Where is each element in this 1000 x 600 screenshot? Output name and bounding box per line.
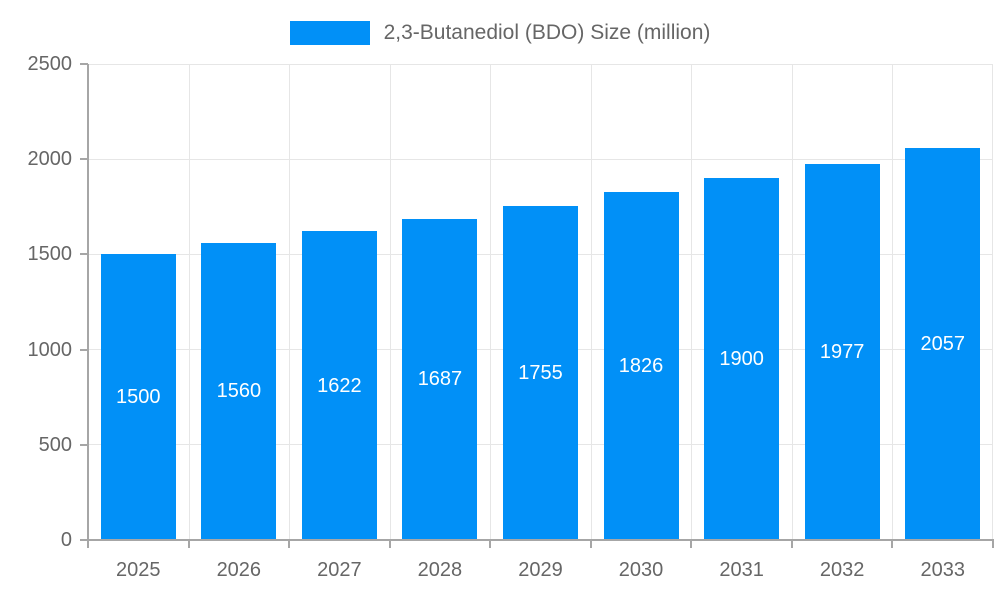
bar-value-label: 1977: [819, 340, 865, 363]
y-tick-label: 1500: [27, 243, 73, 266]
x-axis-tick: [891, 540, 893, 548]
y-tick-label: 2000: [27, 148, 73, 171]
bar[interactable]: 1977: [804, 163, 880, 540]
bar-value-label: 1900: [719, 348, 764, 371]
bar[interactable]: 1622: [301, 231, 377, 540]
y-tick-label: 2500: [27, 53, 73, 75]
x-axis-tick: [489, 540, 491, 548]
bar[interactable]: 1687: [402, 218, 478, 540]
x-tick-label: 2030: [618, 559, 664, 581]
legend[interactable]: 2,3-Butanediol (BDO) Size (million): [0, 20, 1000, 46]
y-axis-tick: [80, 348, 88, 351]
gridline-vertical: [992, 64, 993, 540]
bar[interactable]: 2057: [905, 148, 981, 540]
bar[interactable]: 1826: [603, 192, 679, 540]
y-axis-tick: [80, 63, 88, 65]
bar-value-label: 2057: [920, 333, 965, 356]
gridline-vertical: [792, 64, 793, 540]
gridline-vertical: [490, 64, 491, 540]
gridline-vertical: [892, 64, 893, 540]
bar-value-label: 1622: [317, 374, 362, 397]
y-tick-label: 1000: [27, 338, 73, 361]
bar[interactable]: 1900: [704, 178, 780, 540]
x-axis-tick: [791, 540, 793, 548]
x-tick-label: 2029: [518, 559, 563, 581]
gridline-vertical: [390, 64, 391, 540]
x-tick-label: 2026: [216, 559, 262, 581]
gridline-vertical: [289, 64, 290, 540]
y-axis-tick: [80, 539, 88, 541]
bar-value-label: 1687: [417, 368, 463, 391]
x-tick-label: 2032: [819, 559, 865, 581]
x-axis-tick: [87, 540, 89, 548]
plot-area: 1500 1560 1622 1687 1755 1826 1900 1977 2057: [80, 63, 994, 548]
x-axis-tick: [690, 540, 692, 548]
x-axis-tick: [288, 540, 290, 548]
y-axis-tick: [80, 443, 88, 446]
x-axis-tick: [590, 540, 592, 548]
x-tick-label: 2031: [719, 559, 764, 581]
x-tick-label: 2033: [920, 559, 965, 581]
bar-value-label: 1755: [518, 361, 563, 384]
gridline-vertical: [189, 64, 190, 540]
bar[interactable]: 1755: [503, 205, 578, 540]
x-tick-label: 2028: [417, 559, 463, 581]
x-axis-tick: [992, 540, 994, 548]
y-axis-tick: [80, 158, 88, 161]
legend-swatch: [289, 21, 370, 45]
x-tick-label: 2025: [116, 559, 161, 581]
x-axis-tick: [188, 540, 190, 548]
y-tick-label: 500: [38, 433, 72, 456]
bar-value-label: 1500: [116, 386, 161, 409]
x-tick-label: 2027: [317, 559, 362, 581]
x-axis-line: [87, 539, 994, 541]
x-axis-tick: [389, 540, 391, 548]
bar-value-label: 1560: [216, 380, 262, 403]
bar[interactable]: 1500: [100, 254, 176, 540]
y-axis-tick: [80, 253, 88, 256]
gridline-horizontal: [88, 63, 993, 65]
y-tick-label: 0: [60, 529, 72, 551]
gridline-vertical: [691, 64, 692, 540]
gridline-vertical: [591, 64, 592, 540]
y-axis-line: [87, 64, 89, 540]
bar[interactable]: 1560: [201, 242, 277, 540]
gridline-horizontal: [88, 158, 993, 160]
bar-value-label: 1826: [618, 355, 664, 378]
legend-label: 2,3-Butanediol (BDO) Size (million): [383, 21, 711, 44]
